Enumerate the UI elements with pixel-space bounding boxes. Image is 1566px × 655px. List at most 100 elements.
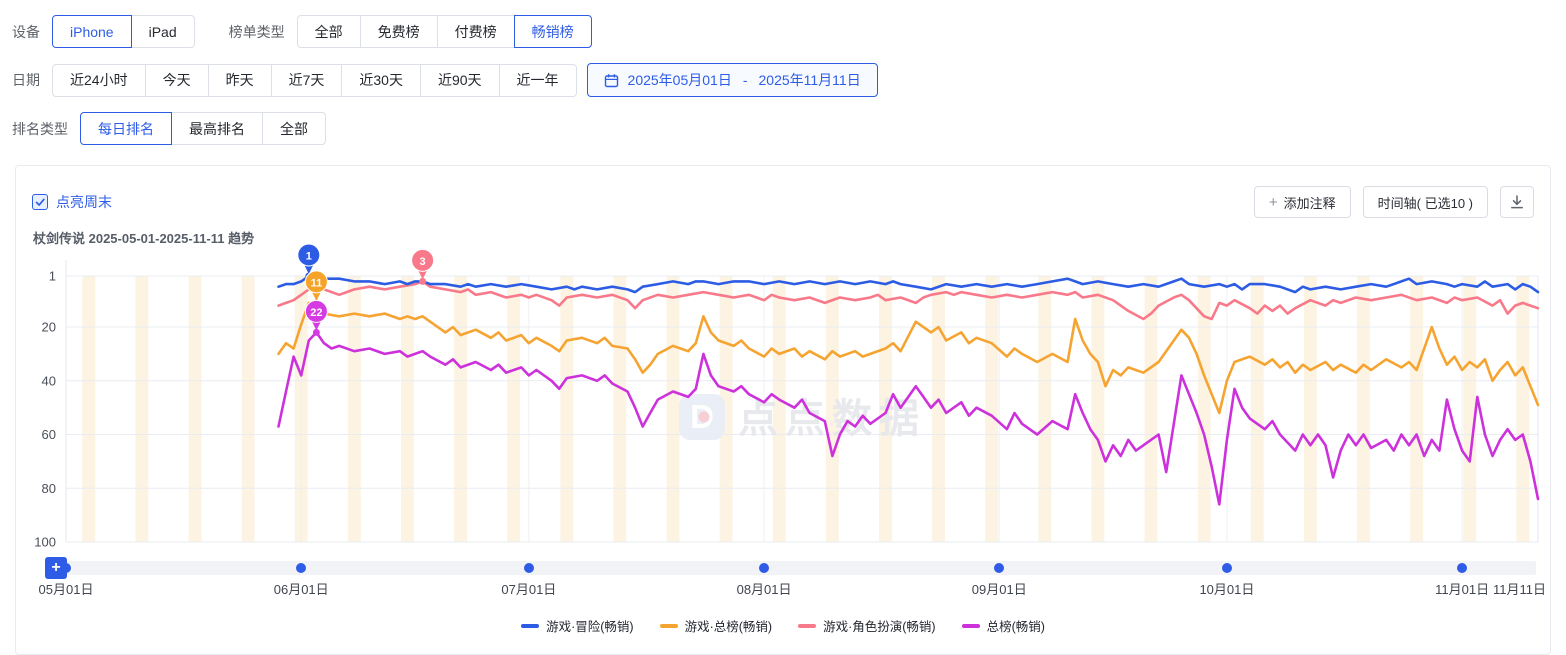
legend-swatch xyxy=(659,623,678,628)
rank-type-all[interactable]: 全部 xyxy=(262,112,326,145)
download-icon xyxy=(1511,195,1523,209)
date-range-end: 2025年11月11日 xyxy=(758,72,861,88)
weekend-band xyxy=(241,276,255,542)
x-tick-label: 11月01日 xyxy=(1435,582,1490,597)
timeline-add-button[interactable]: + xyxy=(45,557,67,579)
date-option-1y[interactable]: 近一年 xyxy=(498,63,577,97)
legend-label: 总榜(畅销) xyxy=(986,620,1045,634)
legend-item[interactable]: 游戏·角色扮演(畅销) xyxy=(798,616,936,635)
series-line[interactable] xyxy=(277,274,1540,294)
filter-bar: 设备 iPhone iPad 榜单类型 全部 免费榜 付费榜 畅销榜 日期 近2… xyxy=(0,0,1566,145)
timeline-strip[interactable] xyxy=(45,561,1536,575)
weekend-band xyxy=(932,276,946,542)
chart-area[interactable]: 120406080100D点点数据111223 xyxy=(16,243,1550,558)
timeline: + xyxy=(16,557,1550,579)
x-tick-label: 07月01日 xyxy=(501,582,557,597)
timeline-month-dot[interactable] xyxy=(1457,563,1468,573)
x-tick-label: 10月01日 xyxy=(1199,582,1255,597)
download-button[interactable] xyxy=(1500,186,1534,218)
legend-item[interactable]: 游戏·冒险(畅销) xyxy=(521,616,634,635)
weekend-band xyxy=(613,276,627,542)
svg-text:11: 11 xyxy=(311,277,323,289)
device-label: 设备 xyxy=(12,23,40,40)
y-tick-label: 100 xyxy=(34,535,56,550)
x-tick-label: 09月01日 xyxy=(971,582,1027,597)
weekend-band xyxy=(188,276,202,542)
board-option-paid[interactable]: 付费榜 xyxy=(436,15,515,48)
weekend-band xyxy=(82,276,96,542)
weekend-band xyxy=(1410,276,1424,542)
weekend-toggle[interactable]: 点亮周末 xyxy=(32,192,112,212)
chart-actions: + 添加注释 时间轴( 已选10 ) xyxy=(1253,186,1534,218)
svg-text:3: 3 xyxy=(420,256,426,268)
rank-type-label: 排名类型 xyxy=(12,120,68,137)
timeline-month-dot[interactable] xyxy=(994,563,1005,573)
legend-label: 游戏·角色扮演(畅销) xyxy=(823,620,936,634)
annotation-pin[interactable]: 22 xyxy=(304,299,328,336)
weekend-band xyxy=(1197,276,1211,542)
legend-item[interactable]: 游戏·总榜(畅销) xyxy=(659,616,772,635)
weekend-band xyxy=(825,276,839,542)
timeline-month-dot[interactable] xyxy=(1221,563,1232,573)
annotation-pin[interactable]: 3 xyxy=(411,248,435,285)
weekend-band xyxy=(560,276,574,542)
date-option-24h[interactable]: 近24小时 xyxy=(52,63,146,97)
weekend-band xyxy=(666,276,680,542)
add-annotation-label: 添加注释 xyxy=(1283,195,1336,211)
legend-swatch xyxy=(798,623,817,628)
date-range-separator: - xyxy=(742,72,748,88)
legend-swatch xyxy=(521,623,540,628)
svg-text:22: 22 xyxy=(310,307,322,319)
legend-item[interactable]: 总榜(畅销) xyxy=(961,616,1045,635)
timeline-month-dot[interactable] xyxy=(523,563,534,573)
date-option-30d[interactable]: 近30天 xyxy=(341,63,421,97)
add-annotation-button[interactable]: + 添加注释 xyxy=(1253,186,1351,218)
series-line[interactable] xyxy=(277,331,1540,506)
x-tick-label: 08月01日 xyxy=(736,582,792,597)
filter-row-rank-type: 排名类型 每日排名 最高排名 全部 xyxy=(12,112,1566,145)
device-option-ipad[interactable]: iPad xyxy=(130,15,195,48)
board-option-all[interactable]: 全部 xyxy=(296,15,361,48)
y-tick-label: 1 xyxy=(49,269,56,284)
y-tick-label: 60 xyxy=(42,427,56,442)
filter-row-date: 日期 近24小时 今天 昨天 近7天 近30天 近90天 近一年 2025年05… xyxy=(12,63,1566,97)
weekend-band xyxy=(1091,276,1105,542)
rank-type-daily[interactable]: 每日排名 xyxy=(80,112,172,145)
trend-card: 点亮周末 + 添加注释 时间轴( 已选10 ) 杖剑传说 2025-05-01-… xyxy=(15,165,1551,655)
board-type-label: 榜单类型 xyxy=(228,23,285,40)
weekend-band xyxy=(135,276,149,542)
x-tick-label: 06月01日 xyxy=(273,582,329,597)
weekend-band xyxy=(772,276,786,542)
card-header: 点亮周末 + 添加注释 时间轴( 已选10 ) xyxy=(32,186,1534,218)
trend-chart[interactable]: 120406080100D点点数据111223 xyxy=(16,243,1550,558)
timeline-month-dot[interactable] xyxy=(759,563,770,573)
series-line[interactable] xyxy=(277,301,1540,415)
legend: 游戏·冒险(畅销) 游戏·总榜(畅销) 游戏·角色扮演(畅销) 总榜(畅销) xyxy=(16,616,1550,635)
x-tick-label: 05月01日 xyxy=(38,582,94,597)
timeline-select-button[interactable]: 时间轴( 已选10 ) xyxy=(1362,186,1488,218)
board-type-group: 全部 免费榜 付费榜 畅销榜 xyxy=(296,15,592,48)
date-range-picker[interactable]: 2025年05月01日 - 2025年11月11日 xyxy=(586,63,878,97)
weekend-band xyxy=(985,276,999,542)
date-option-today[interactable]: 今天 xyxy=(144,63,209,97)
board-option-grossing[interactable]: 畅销榜 xyxy=(513,15,592,48)
weekend-band xyxy=(1144,276,1158,542)
weekend-toggle-label: 点亮周末 xyxy=(56,194,112,210)
date-option-90d[interactable]: 近90天 xyxy=(419,63,500,97)
series-line[interactable] xyxy=(277,280,1540,321)
weekend-band xyxy=(1463,276,1477,542)
rank-type-best[interactable]: 最高排名 xyxy=(171,112,263,145)
check-icon xyxy=(35,198,45,206)
board-option-free[interactable]: 免费榜 xyxy=(359,15,438,48)
rank-type-group: 每日排名 最高排名 全部 xyxy=(80,112,326,145)
checkbox-checked-icon[interactable] xyxy=(32,194,48,210)
legend-label: 游戏·冒险(畅销) xyxy=(546,620,634,634)
device-option-iphone[interactable]: iPhone xyxy=(52,15,132,48)
weekend-band xyxy=(454,276,468,542)
date-option-yesterday[interactable]: 昨天 xyxy=(207,63,272,97)
x-axis-labels: 05月01日 06月01日 07月01日 08月01日 09月01日 10月01日 11月0… xyxy=(16,579,1550,597)
timeline-month-dot[interactable] xyxy=(296,563,307,573)
date-range-start: 2025年05月01日 xyxy=(627,72,732,88)
annotation-pin[interactable]: 1 xyxy=(297,243,321,280)
date-option-7d[interactable]: 近7天 xyxy=(270,63,343,97)
